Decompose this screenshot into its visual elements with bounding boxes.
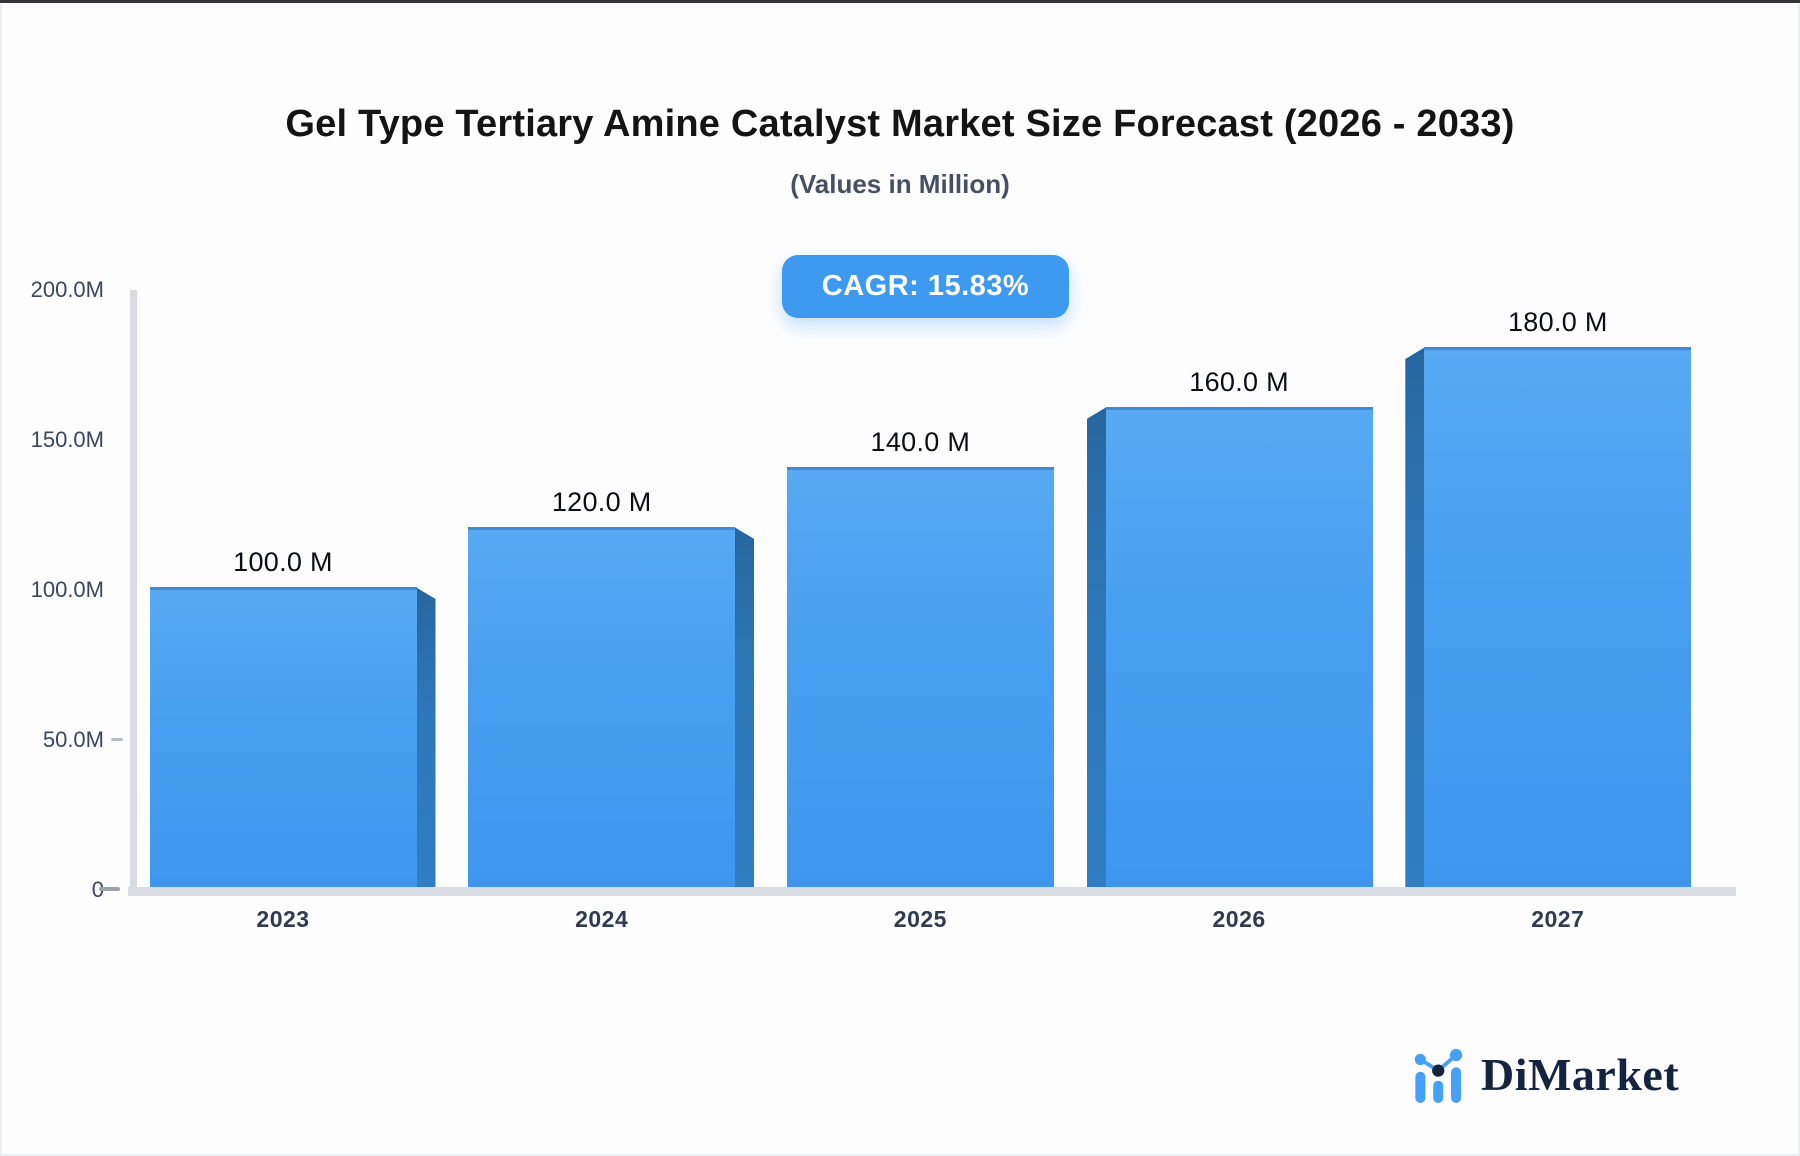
bar-side-3d: [1405, 347, 1426, 887]
bar-chart-logo-icon: [1414, 1048, 1463, 1103]
bar-face: [1424, 347, 1692, 887]
bar-face: [1105, 407, 1373, 887]
y-tick-label: 50.0M: [42, 727, 104, 752]
bar-value-label: 180.0 M: [1507, 307, 1608, 337]
x-axis-baseline: [128, 887, 1736, 896]
bar-side-3d: [734, 527, 755, 887]
bar-face: [786, 467, 1054, 887]
x-axis-label: 2025: [893, 906, 947, 932]
chart-title: Gel Type Tertiary Amine Catalyst Market …: [285, 103, 1515, 145]
y-tick-mark: [99, 887, 120, 891]
bar-value-label: 120.0 M: [551, 487, 652, 517]
bar-side-3d: [415, 587, 436, 887]
y-tick-label: 100.0M: [30, 577, 104, 602]
bar-face: [468, 527, 736, 887]
y-tick-mark: [111, 738, 123, 741]
y-axis-line: [130, 290, 137, 896]
y-tick-label: 150.0M: [30, 427, 104, 452]
chart-subtitle: (Values in Million): [790, 169, 1010, 199]
brand-name: DiMarket: [1481, 1048, 1680, 1100]
y-tick-label: 0: [91, 877, 104, 902]
y-tick-label: 200.0M: [30, 277, 104, 302]
x-axis-label: 2024: [575, 906, 629, 932]
x-axis-label: 2026: [1212, 906, 1266, 932]
cagr-badge: CAGR: 15.83%: [782, 255, 1069, 318]
brand-logo: DiMarket: [1413, 1045, 1679, 1103]
bar-face: [149, 587, 417, 887]
x-axis-label: 2023: [256, 906, 310, 932]
bar-value-label: 160.0 M: [1189, 367, 1289, 397]
bar-value-label: 140.0 M: [870, 427, 971, 457]
bar-side-3d: [1086, 407, 1107, 887]
cagr-badge-label: CAGR: 15.83%: [821, 270, 1030, 302]
bar-value-label: 100.0 M: [233, 547, 333, 577]
x-axis-label: 2027: [1531, 906, 1585, 932]
